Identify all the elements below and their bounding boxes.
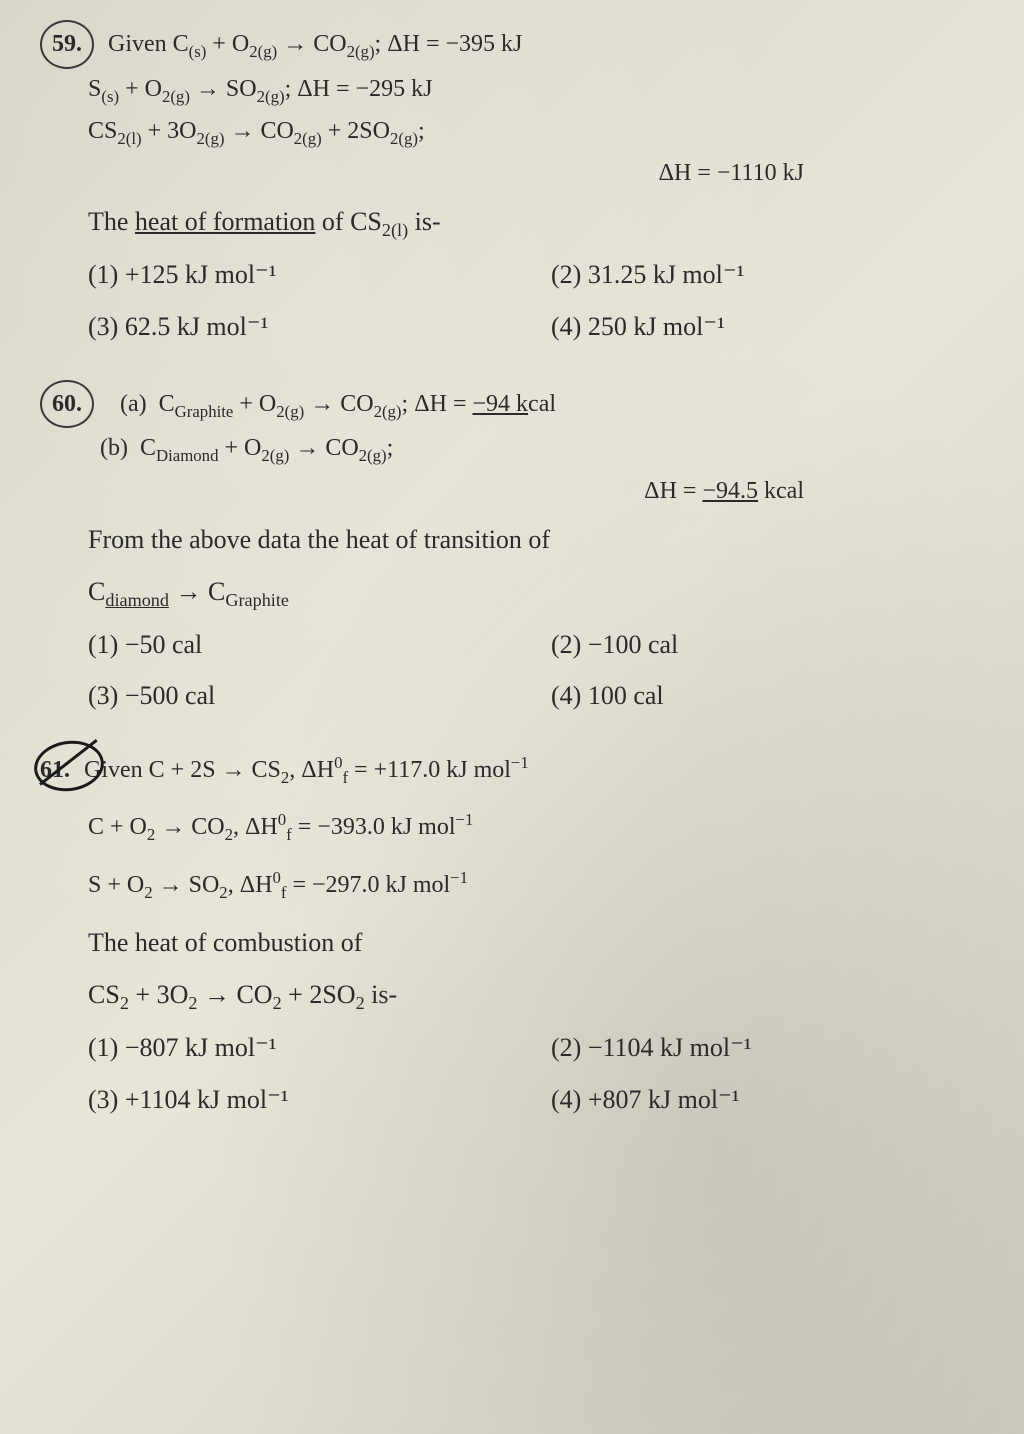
q59-given-label: Given xyxy=(108,31,167,57)
q60-options: (1) −50 cal (2) −100 cal (3) −500 cal (4… xyxy=(88,624,984,717)
q61-eq3: S + O2 → SO2, ΔH0f = −297.0 kJ mol−1 xyxy=(88,864,984,907)
q59-eq2: S(s) + O2(g) → SO2(g); ΔH = −295 kJ xyxy=(88,69,984,111)
q60-opt-4: (4) 100 cal xyxy=(551,675,984,717)
q59-opt-1: (1) +125 kJ mol⁻¹ xyxy=(88,254,521,296)
q60-prompt1: From the above data the heat of transiti… xyxy=(88,518,984,562)
q59-eq3-dh: ΔH = −1110 kJ xyxy=(88,153,804,194)
q60-part-a: CGraphite + O2(g) → CO2(g); ΔH = −94 kca… xyxy=(159,391,556,417)
q61-prompt2: CS2 + 3O2 → CO2 + 2SO2 is- xyxy=(88,973,984,1019)
q60-part-b-line: (b) CDiamond + O2(g) → CO2(g); xyxy=(88,428,984,470)
q60-opt-1: (1) −50 cal xyxy=(88,624,521,666)
q61-prompt1: The heat of combustion of xyxy=(88,921,984,965)
q59-header: 59. Given C(s) + O2(g) → CO2(g); ΔH = −3… xyxy=(40,20,984,69)
q60-opt-3: (3) −500 cal xyxy=(88,675,521,717)
q60-part-b-label: (b) xyxy=(100,435,128,461)
question-60: 60. (a) CGraphite + O2(g) → CO2(g); ΔH =… xyxy=(40,380,984,717)
q60-part-b-dh: ΔH = −94.5 kcal xyxy=(88,471,804,512)
q61-given-label: Given xyxy=(84,757,143,783)
q59-number: 59. xyxy=(40,20,94,69)
q60-part-b: CDiamond + O2(g) → CO2(g); xyxy=(140,435,393,461)
q61-eq1: C + 2S → CS2, ΔH0f = +117.0 kJ mol−1 xyxy=(149,757,529,783)
q59-prompt: The heat of formation of CS2(l) is- xyxy=(88,200,984,246)
q59-opt-3: (3) 62.5 kJ mol⁻¹ xyxy=(88,306,521,348)
q61-number: 61. xyxy=(40,750,70,791)
q61-options: (1) −807 kJ mol⁻¹ (2) −1104 kJ mol⁻¹ (3)… xyxy=(88,1027,984,1120)
q60-prompt2: Cdiamond → CGraphite xyxy=(88,570,984,616)
q60-part-a-label: (a) xyxy=(120,391,147,417)
q59-eq1: C(s) + O2(g) → CO2(g); ΔH = −395 kJ xyxy=(173,31,523,57)
q61-eq2: C + O2 → CO2, ΔH0f = −393.0 kJ mol−1 xyxy=(88,806,984,849)
q59-opt-4: (4) 250 kJ mol⁻¹ xyxy=(551,306,984,348)
question-59: 59. Given C(s) + O2(g) → CO2(g); ΔH = −3… xyxy=(40,20,984,348)
question-61: 61. Given C + 2S → CS2, ΔH0f = +117.0 kJ… xyxy=(40,749,984,1121)
q61-opt-3: (3) +1104 kJ mol⁻¹ xyxy=(88,1079,521,1121)
q61-opt-1: (1) −807 kJ mol⁻¹ xyxy=(88,1027,521,1069)
q61-opt-2: (2) −1104 kJ mol⁻¹ xyxy=(551,1027,984,1069)
q61-header: 61. Given C + 2S → CS2, ΔH0f = +117.0 kJ… xyxy=(40,749,984,792)
q59-options: (1) +125 kJ mol⁻¹ (2) 31.25 kJ mol⁻¹ (3)… xyxy=(88,254,984,347)
q60-number: 60. xyxy=(40,380,94,429)
q60-header: 60. (a) CGraphite + O2(g) → CO2(g); ΔH =… xyxy=(40,380,984,429)
q59-eq3: CS2(l) + 3O2(g) → CO2(g) + 2SO2(g); xyxy=(88,111,984,153)
q59-opt-2: (2) 31.25 kJ mol⁻¹ xyxy=(551,254,984,296)
q61-opt-4: (4) +807 kJ mol⁻¹ xyxy=(551,1079,984,1121)
q60-opt-2: (2) −100 cal xyxy=(551,624,984,666)
